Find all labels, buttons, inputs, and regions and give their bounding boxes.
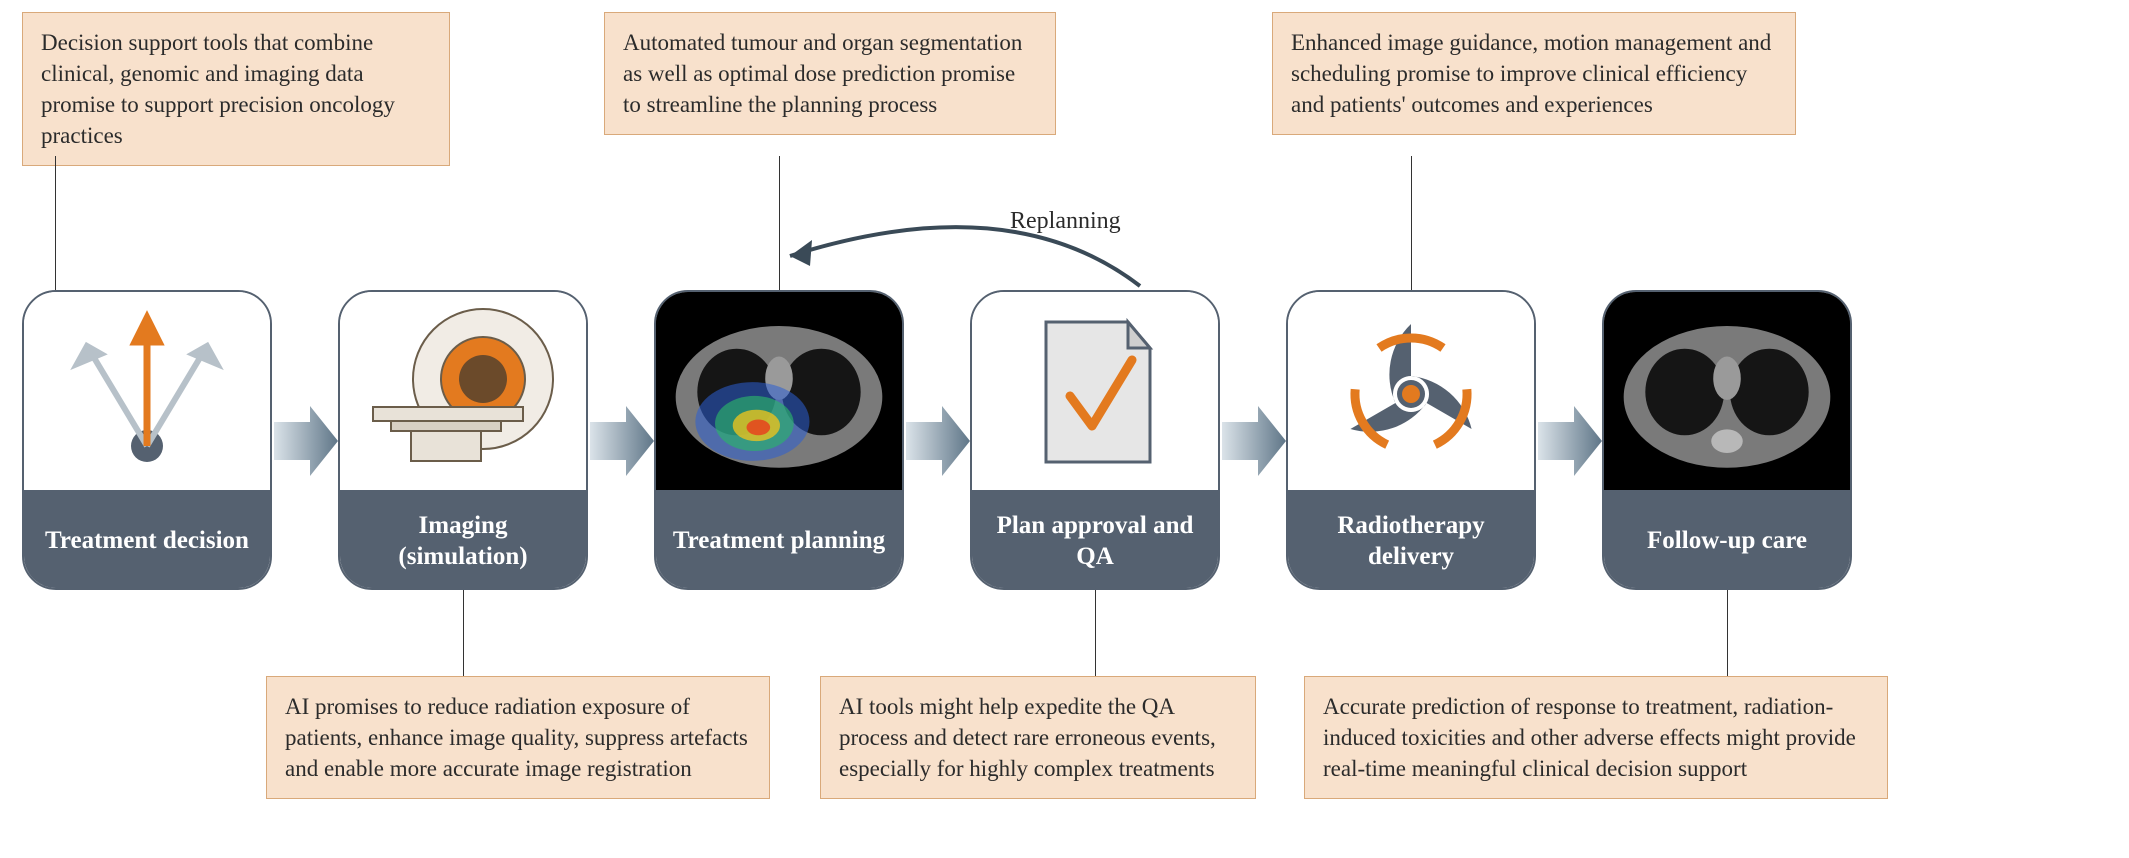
decision-arrows-icon bbox=[24, 292, 270, 490]
flow-arrow-icon bbox=[590, 406, 654, 476]
stage-radiotherapy-delivery: Radiotherapy delivery bbox=[1286, 290, 1536, 590]
flow-arrow-icon bbox=[1538, 406, 1602, 476]
connector-line bbox=[1411, 156, 1412, 290]
connector-line bbox=[463, 590, 464, 676]
ct-scanner-icon bbox=[340, 292, 586, 490]
flow-arrow-icon bbox=[274, 406, 338, 476]
stage-treatment-decision: Treatment decision bbox=[22, 290, 272, 590]
ct-dose-overlay-icon bbox=[656, 292, 902, 490]
stage-label: Radiotherapy delivery bbox=[1288, 490, 1534, 590]
connector-line bbox=[1727, 590, 1728, 676]
stage-label: Plan approval and QA bbox=[972, 490, 1218, 590]
callout-image-guidance: Enhanced image guidance, motion manageme… bbox=[1272, 12, 1796, 135]
callout-ai-qa: AI tools might help expedite the QA proc… bbox=[820, 676, 1256, 799]
document-check-icon bbox=[972, 292, 1218, 490]
callout-decision-support: Decision support tools that combine clin… bbox=[22, 12, 450, 166]
ct-followup-icon bbox=[1604, 292, 1850, 490]
radiation-symbol-icon bbox=[1288, 292, 1534, 490]
replanning-label: Replanning bbox=[1010, 208, 1121, 235]
callout-ai-imaging: AI promises to reduce radiation exposure… bbox=[266, 676, 770, 799]
callout-segmentation-dose: Automated tumour and organ segmentation … bbox=[604, 12, 1056, 135]
flow-arrow-icon bbox=[1222, 406, 1286, 476]
flow-arrow-icon bbox=[906, 406, 970, 476]
stage-label: Follow-up care bbox=[1604, 490, 1850, 590]
stage-label: Treatment planning bbox=[656, 490, 902, 590]
stage-follow-up-care: Follow-up care bbox=[1602, 290, 1852, 590]
stage-treatment-planning: Treatment planning bbox=[654, 290, 904, 590]
stage-imaging-simulation: Imaging (simulation) bbox=[338, 290, 588, 590]
connector-line bbox=[1095, 590, 1096, 676]
stage-label: Treatment decision bbox=[24, 490, 270, 590]
connector-line bbox=[55, 156, 56, 290]
stage-plan-approval-qa: Plan approval and QA bbox=[970, 290, 1220, 590]
callout-prediction-response: Accurate prediction of response to treat… bbox=[1304, 676, 1888, 799]
stage-label: Imaging (simulation) bbox=[340, 490, 586, 590]
